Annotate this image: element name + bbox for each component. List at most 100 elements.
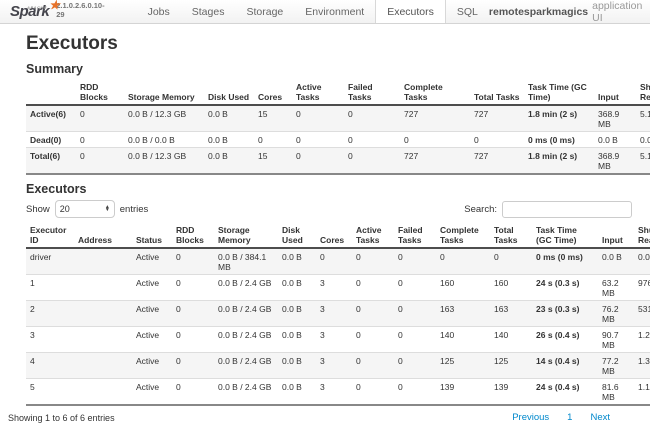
- executor-cell: 0: [394, 247, 436, 275]
- executors-col-header[interactable]: Shuffle Read: [634, 223, 650, 250]
- summary-col-header[interactable]: RDD Blocks: [76, 80, 124, 107]
- executors-col-header[interactable]: Cores: [316, 223, 352, 250]
- executor-cell: 0: [352, 352, 394, 379]
- summary-col-header[interactable]: [26, 80, 76, 107]
- summary-col-header[interactable]: Shuffle Read: [636, 80, 650, 107]
- table-info: Showing 1 to 6 of 6 entries: [8, 412, 115, 423]
- executor-cell: 163: [436, 300, 490, 327]
- executor-cell: [74, 274, 132, 301]
- executors-col-header[interactable]: Executor ID: [26, 223, 74, 250]
- page-length-select[interactable]: 20 ▲ ▼: [54, 200, 115, 219]
- executors-col-header[interactable]: Address: [74, 223, 132, 250]
- executor-cell: 0: [394, 274, 436, 301]
- executor-cell: 0.0 B: [278, 300, 316, 327]
- executor-cell: 0.0 B: [278, 326, 316, 353]
- summary-cell: 5.1 KB: [636, 147, 650, 175]
- nav-item-jobs[interactable]: Jobs: [147, 5, 170, 18]
- summary-cell: 5.1 KB: [636, 104, 650, 132]
- summary-cell: 0: [470, 131, 524, 148]
- executor-cell: [74, 300, 132, 327]
- spark-logo[interactable]: Spark APACHE ★ 2.1.0.2.6.0.10-29: [0, 0, 111, 23]
- executor-cell: 1.1 KB: [634, 378, 650, 406]
- executor-cell: Active: [132, 326, 172, 353]
- entries-label: entries: [119, 203, 149, 215]
- nav-item-executors[interactable]: Executors: [375, 0, 446, 23]
- executor-cell: 0.0 B / 384.1 MB: [214, 247, 278, 275]
- executors-col-header[interactable]: Complete Tasks: [436, 223, 490, 250]
- summary-cell: 0.0 B: [594, 131, 636, 148]
- summary-cell: 727: [470, 104, 524, 132]
- summary-col-header[interactable]: Storage Memory: [124, 80, 204, 107]
- summary-header-row: RDD Blocks Storage Memory Disk Used Cores Ac…: [26, 80, 650, 107]
- nav-item-sql[interactable]: SQL: [456, 5, 478, 18]
- executors-col-header[interactable]: Status: [132, 223, 172, 250]
- summary-col-header[interactable]: Task Time (GC Time): [524, 80, 594, 107]
- executor-cell: 5: [26, 378, 74, 406]
- summary-col-header[interactable]: Failed Tasks: [344, 80, 400, 107]
- nav-item-storage[interactable]: Storage: [246, 5, 284, 18]
- executors-col-header[interactable]: Disk Used: [278, 223, 316, 250]
- executor-cell: 3: [316, 326, 352, 353]
- executor-cell: 163: [490, 300, 532, 327]
- search-input[interactable]: [502, 200, 632, 218]
- executor-cell: 0: [352, 300, 394, 327]
- executors-header-row: Executor ID Address Status RDD Blocks Storag…: [26, 223, 650, 250]
- executor-cell: 0.0 B: [278, 247, 316, 275]
- page-length-value: 20: [59, 204, 70, 215]
- executor-cell: 139: [490, 378, 532, 406]
- nav-item-stages[interactable]: Stages: [191, 5, 225, 18]
- executor-cell: 140: [490, 326, 532, 353]
- executor-cell: 125: [490, 352, 532, 379]
- summary-col-header[interactable]: Cores: [254, 80, 292, 107]
- summary-cell: 15: [254, 104, 292, 132]
- executors-col-header[interactable]: Failed Tasks: [394, 223, 436, 250]
- pagination-next[interactable]: Next: [590, 412, 610, 423]
- executor-cell: Active: [132, 300, 172, 327]
- summary-cell: 0: [254, 131, 292, 148]
- summary-cell: 0.0 B: [204, 131, 254, 148]
- summary-col-header[interactable]: Disk Used: [204, 80, 254, 107]
- pagination-1[interactable]: 1: [567, 412, 573, 423]
- executor-cell: 125: [436, 352, 490, 379]
- nav-item-environment[interactable]: Environment: [305, 5, 365, 18]
- executor-row: 5 Active 0 0.0 B / 2.4 GB 0.0 B 3 0 0 139 139 24 s…: [26, 378, 650, 406]
- pagination-previous[interactable]: Previous: [512, 412, 550, 423]
- executor-cell: [74, 326, 132, 353]
- summary-cell: 0: [344, 104, 400, 132]
- executor-cell: 23 s (0.3 s): [532, 300, 598, 327]
- executor-cell: 63.2 MB: [598, 274, 634, 301]
- summary-col-header[interactable]: Total Tasks: [470, 80, 524, 107]
- executor-cell: Active: [132, 378, 172, 406]
- summary-col-header[interactable]: Complete Tasks: [400, 80, 470, 107]
- executors-heading: Executors: [26, 182, 87, 197]
- executors-col-header[interactable]: Task Time (GC Time): [532, 223, 598, 250]
- summary-cell: 0: [76, 131, 124, 148]
- summary-cell: 0: [400, 131, 470, 148]
- executors-col-header[interactable]: Input: [598, 223, 634, 250]
- app-title-suffix: application UI: [592, 0, 643, 24]
- select-arrows-icon: ▲ ▼: [104, 203, 110, 214]
- executor-cell: 4: [26, 352, 74, 379]
- executor-cell: 0: [436, 247, 490, 275]
- summary-col-header[interactable]: Input: [594, 80, 636, 107]
- executor-cell: 24 s (0.4 s): [532, 378, 598, 406]
- executor-cell: 81.6 MB: [598, 378, 634, 406]
- executor-cell: Active: [132, 352, 172, 379]
- summary-col-header[interactable]: Active Tasks: [292, 80, 344, 107]
- summary-cell: 0: [292, 147, 344, 175]
- executors-table: Executor ID Address Status RDD Blocks Storag…: [26, 223, 650, 407]
- executors-col-header[interactable]: Active Tasks: [352, 223, 394, 250]
- executor-cell: 26 s (0.4 s): [532, 326, 598, 353]
- executors-col-header[interactable]: RDD Blocks: [172, 223, 214, 250]
- executor-cell: 0: [172, 326, 214, 353]
- summary-cell: 0: [76, 147, 124, 175]
- summary-cell: 1.8 min (2 s): [524, 104, 594, 132]
- navbar: Spark APACHE ★ 2.1.0.2.6.0.10-29 Jobs Stage…: [0, 0, 650, 24]
- executors-col-header[interactable]: Total Tasks: [490, 223, 532, 250]
- executor-cell: 0: [316, 247, 352, 275]
- executor-cell: 3: [316, 300, 352, 327]
- executor-cell: 24 s (0.3 s): [532, 274, 598, 301]
- executors-col-header[interactable]: Storage Memory: [214, 223, 278, 250]
- executor-cell: 3: [26, 326, 74, 353]
